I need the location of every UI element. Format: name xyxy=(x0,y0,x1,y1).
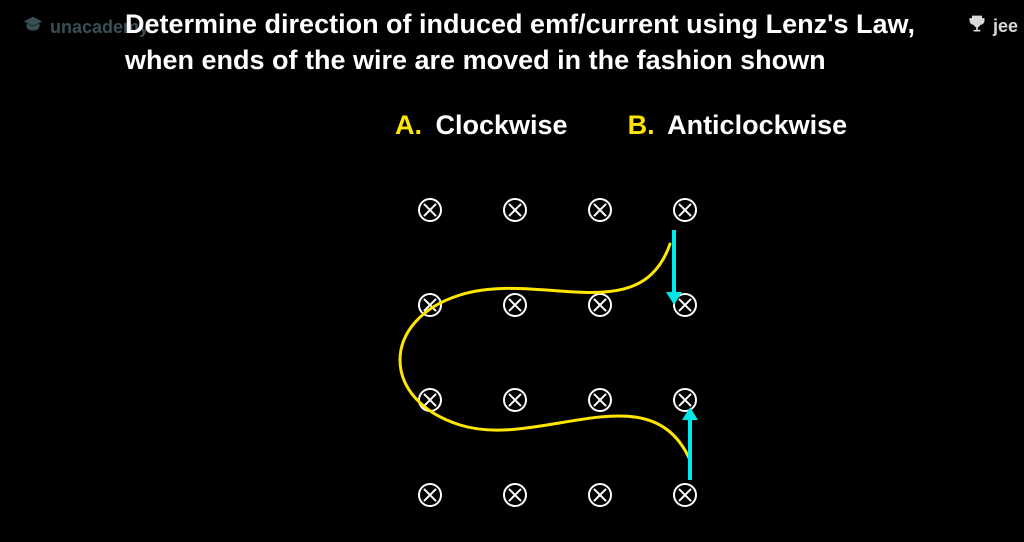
option-b-label: B. xyxy=(628,110,655,140)
field-into-page-icon xyxy=(419,199,441,221)
wire-loop xyxy=(400,244,690,460)
field-into-page-icon xyxy=(674,199,696,221)
options-row: A. Clockwise B. Anticlockwise xyxy=(395,110,847,141)
field-into-page-icon xyxy=(504,294,526,316)
field-into-page-icon xyxy=(589,294,611,316)
trophy-icon xyxy=(967,14,987,39)
field-into-page-icon xyxy=(504,199,526,221)
watermark-right-text: jee xyxy=(993,16,1018,37)
question-line-2: when ends of the wire are moved in the f… xyxy=(125,42,964,78)
field-into-page-icon xyxy=(674,484,696,506)
watermark-right: jee xyxy=(967,14,1018,39)
question-line-1: Determine direction of induced emf/curre… xyxy=(125,6,964,42)
field-into-page-icon xyxy=(419,484,441,506)
field-into-page-icon xyxy=(504,389,526,411)
option-a-label: A. xyxy=(395,110,422,140)
field-into-page-icon xyxy=(674,389,696,411)
motion-arrow-icon xyxy=(682,407,698,480)
field-into-page-icon xyxy=(589,199,611,221)
question-text: Determine direction of induced emf/curre… xyxy=(125,6,964,79)
motion-arrow-icon xyxy=(666,230,682,305)
diagram xyxy=(390,180,750,540)
field-into-page-icon xyxy=(589,389,611,411)
option-a-text: Clockwise xyxy=(436,110,568,140)
field-into-page-icon xyxy=(504,484,526,506)
hat-icon xyxy=(22,14,44,41)
option-a[interactable]: A. Clockwise xyxy=(395,110,568,141)
field-into-page-icon xyxy=(419,389,441,411)
option-b[interactable]: B. Anticlockwise xyxy=(628,110,848,141)
option-b-text: Anticlockwise xyxy=(667,110,847,140)
field-into-page-icon xyxy=(589,484,611,506)
